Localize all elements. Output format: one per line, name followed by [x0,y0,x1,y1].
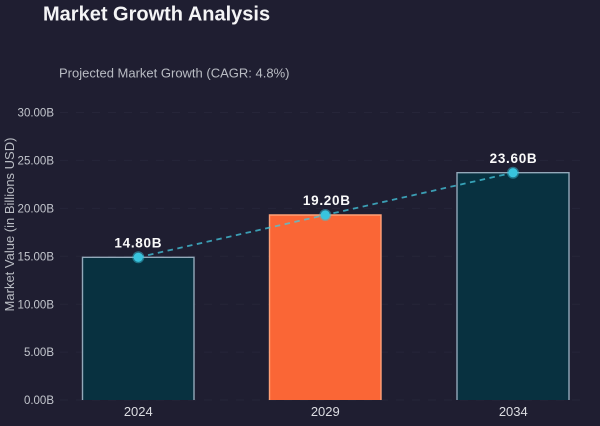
svg-text:Market Growth Analysis: Market Growth Analysis [43,3,270,25]
svg-text:Projected Market Growth (CAGR:: Projected Market Growth (CAGR: 4.8%) [59,66,289,81]
svg-text:10.00B: 10.00B [18,299,55,311]
svg-text:20.00B: 20.00B [18,204,55,216]
svg-text:5.00B: 5.00B [24,347,54,359]
svg-text:0.00B: 0.00B [24,395,54,407]
svg-text:2034: 2034 [499,404,528,419]
svg-text:23.60B: 23.60B [490,151,538,166]
svg-text:25.00B: 25.00B [18,156,55,168]
svg-text:19.20B: 19.20B [303,193,351,208]
svg-text:Market Value (in Billions USD): Market Value (in Billions USD) [2,138,17,312]
svg-text:2024: 2024 [124,404,153,419]
svg-text:2029: 2029 [311,404,340,419]
svg-text:15.00B: 15.00B [18,251,55,263]
svg-text:14.80B: 14.80B [114,236,162,251]
svg-text:30.00B: 30.00B [18,108,55,120]
